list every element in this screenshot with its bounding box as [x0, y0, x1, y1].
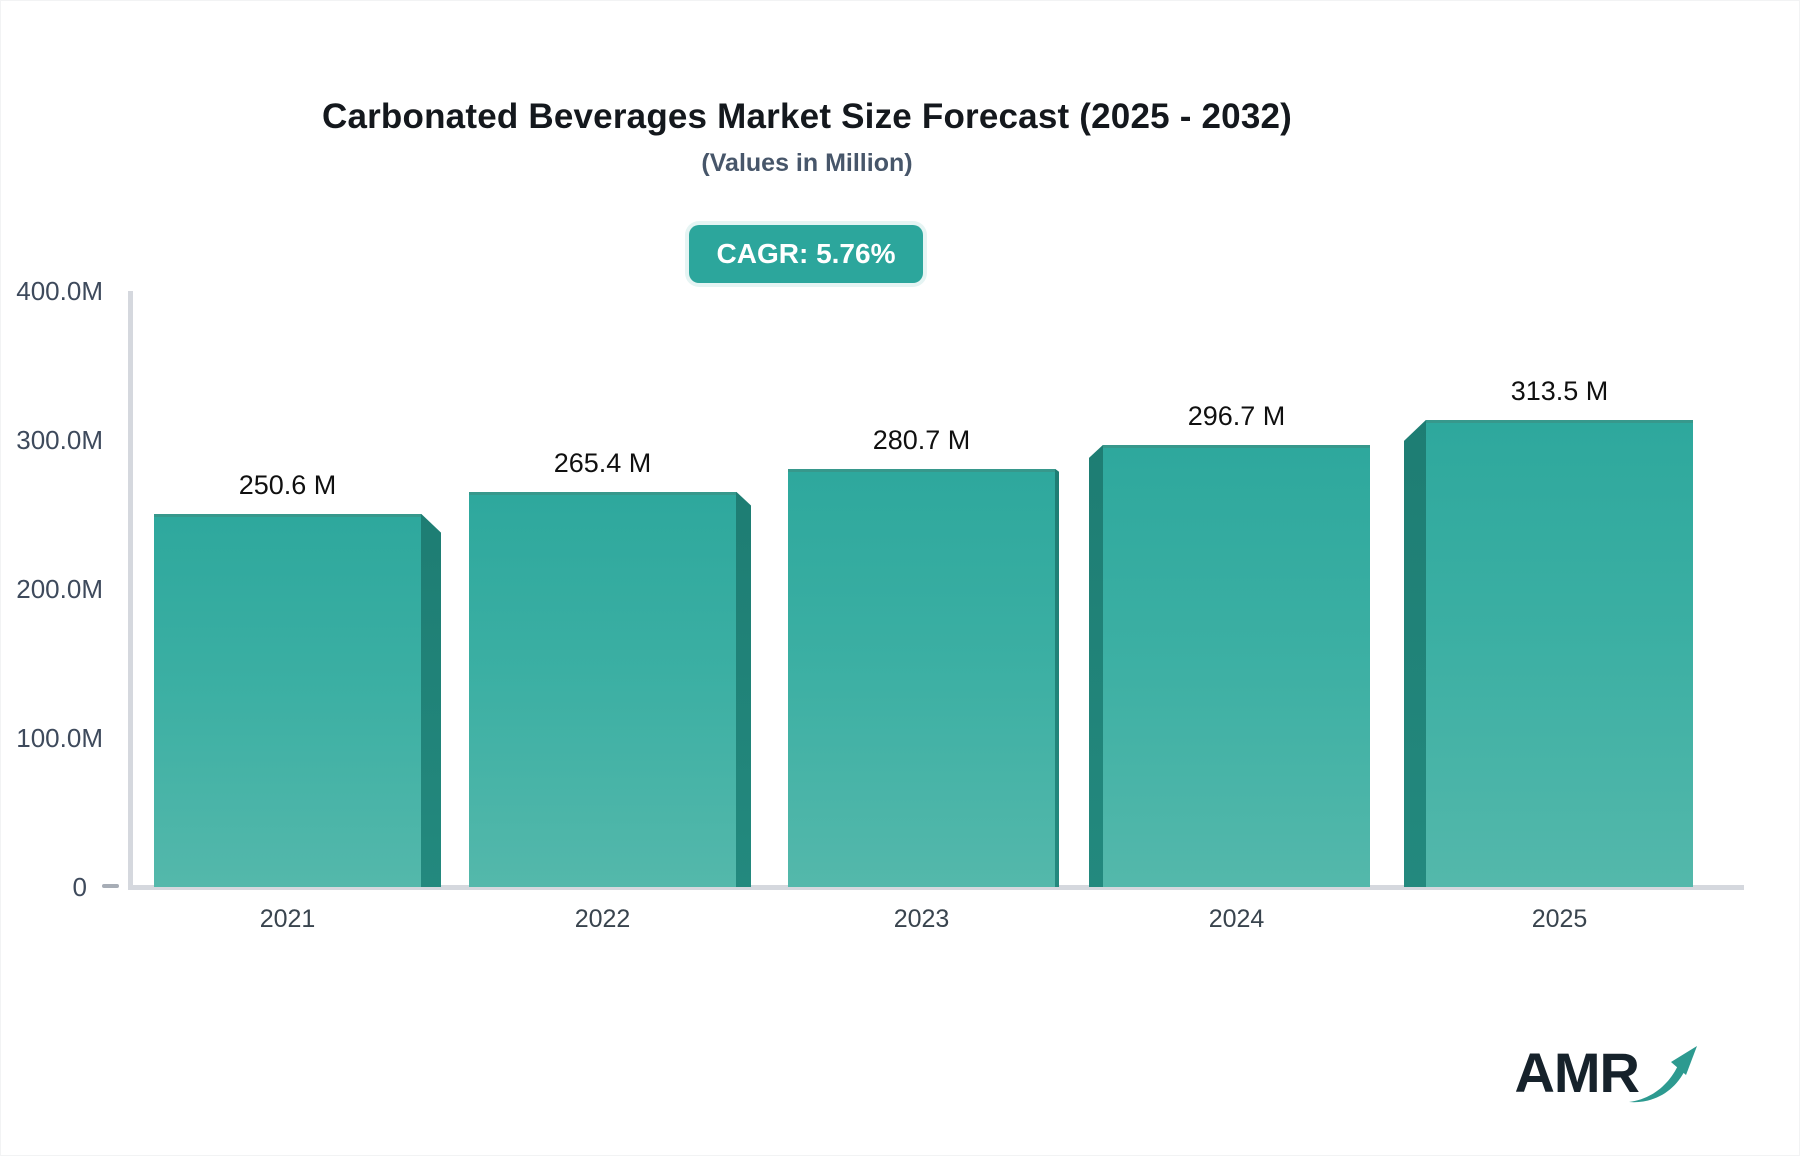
bar-3d-side: [1089, 444, 1103, 887]
y-tick-label: 0: [72, 872, 87, 902]
y-tick-label: 200.0M: [16, 574, 103, 604]
bar-3d-side: [736, 491, 751, 887]
bar-value-label: 280.7 M: [872, 424, 971, 455]
bar-value-label: 313.5 M: [1510, 375, 1609, 406]
x-axis-category-label: 2023: [893, 905, 950, 933]
bar-value-label: 296.7 M: [1187, 400, 1286, 431]
cagr-badge: CAGR: 5.76%: [689, 225, 923, 283]
x-axis-category-label: 2021: [259, 905, 316, 933]
logo-arrow-icon: [1629, 1046, 1697, 1103]
bar-value-label: 250.6 M: [238, 469, 337, 500]
chart-subtitle: (Values in Million): [701, 149, 913, 177]
amr-logo: AMR: [1514, 1039, 1699, 1107]
y-tick-label: 400.0M: [16, 276, 103, 306]
y-axis-line: [128, 291, 133, 887]
y-tick-label: 300.0M: [16, 425, 103, 455]
bar-3d-side: [421, 513, 441, 887]
chart-title: Carbonated Beverages Market Size Forecas…: [321, 97, 1293, 136]
bar: [1103, 444, 1370, 887]
zero-tick-dash: [102, 884, 119, 888]
logo-text: AMR: [1514, 1041, 1640, 1104]
bar: [154, 513, 421, 887]
y-tick-label: 100.0M: [16, 723, 103, 753]
x-axis-line: [128, 885, 1744, 890]
bar-3d-side: [1404, 419, 1426, 887]
x-axis-category-label: 2024: [1208, 905, 1265, 933]
bar: [788, 468, 1055, 887]
x-axis-category-label: 2022: [574, 905, 631, 933]
bar-value-label: 265.4 M: [553, 447, 652, 478]
bar: [469, 491, 736, 887]
x-axis-category-label: 2025: [1531, 905, 1588, 933]
bar: [1426, 419, 1693, 887]
bar-3d-side: [1055, 468, 1059, 887]
